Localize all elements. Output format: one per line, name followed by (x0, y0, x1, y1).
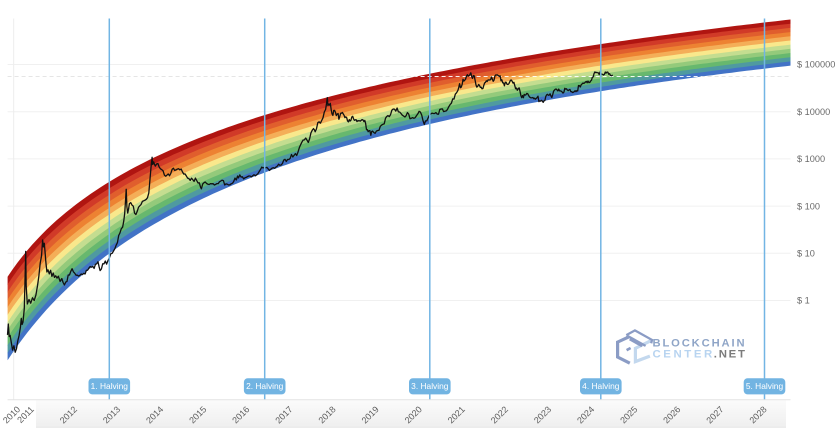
svg-text:BLOCKCHAIN: BLOCKCHAIN (653, 337, 747, 349)
svg-text:$ 10000: $ 10000 (797, 107, 830, 117)
svg-text:.NET: .NET (714, 349, 747, 361)
svg-text:5. Halving: 5. Halving (746, 381, 784, 391)
svg-text:$ 1000: $ 1000 (797, 154, 825, 164)
svg-text:$ 100: $ 100 (797, 201, 820, 211)
svg-text:$ 100000: $ 100000 (797, 60, 835, 70)
svg-text:3. Halving: 3. Halving (411, 381, 449, 391)
svg-text:$ 1: $ 1 (797, 296, 810, 306)
svg-text:4. Halving: 4. Halving (582, 381, 620, 391)
svg-text:$ 10: $ 10 (797, 249, 815, 259)
svg-text:CENTER: CENTER (653, 349, 715, 361)
svg-text:2. Halving: 2. Halving (246, 381, 284, 391)
svg-text:1. Halving: 1. Halving (91, 381, 129, 391)
